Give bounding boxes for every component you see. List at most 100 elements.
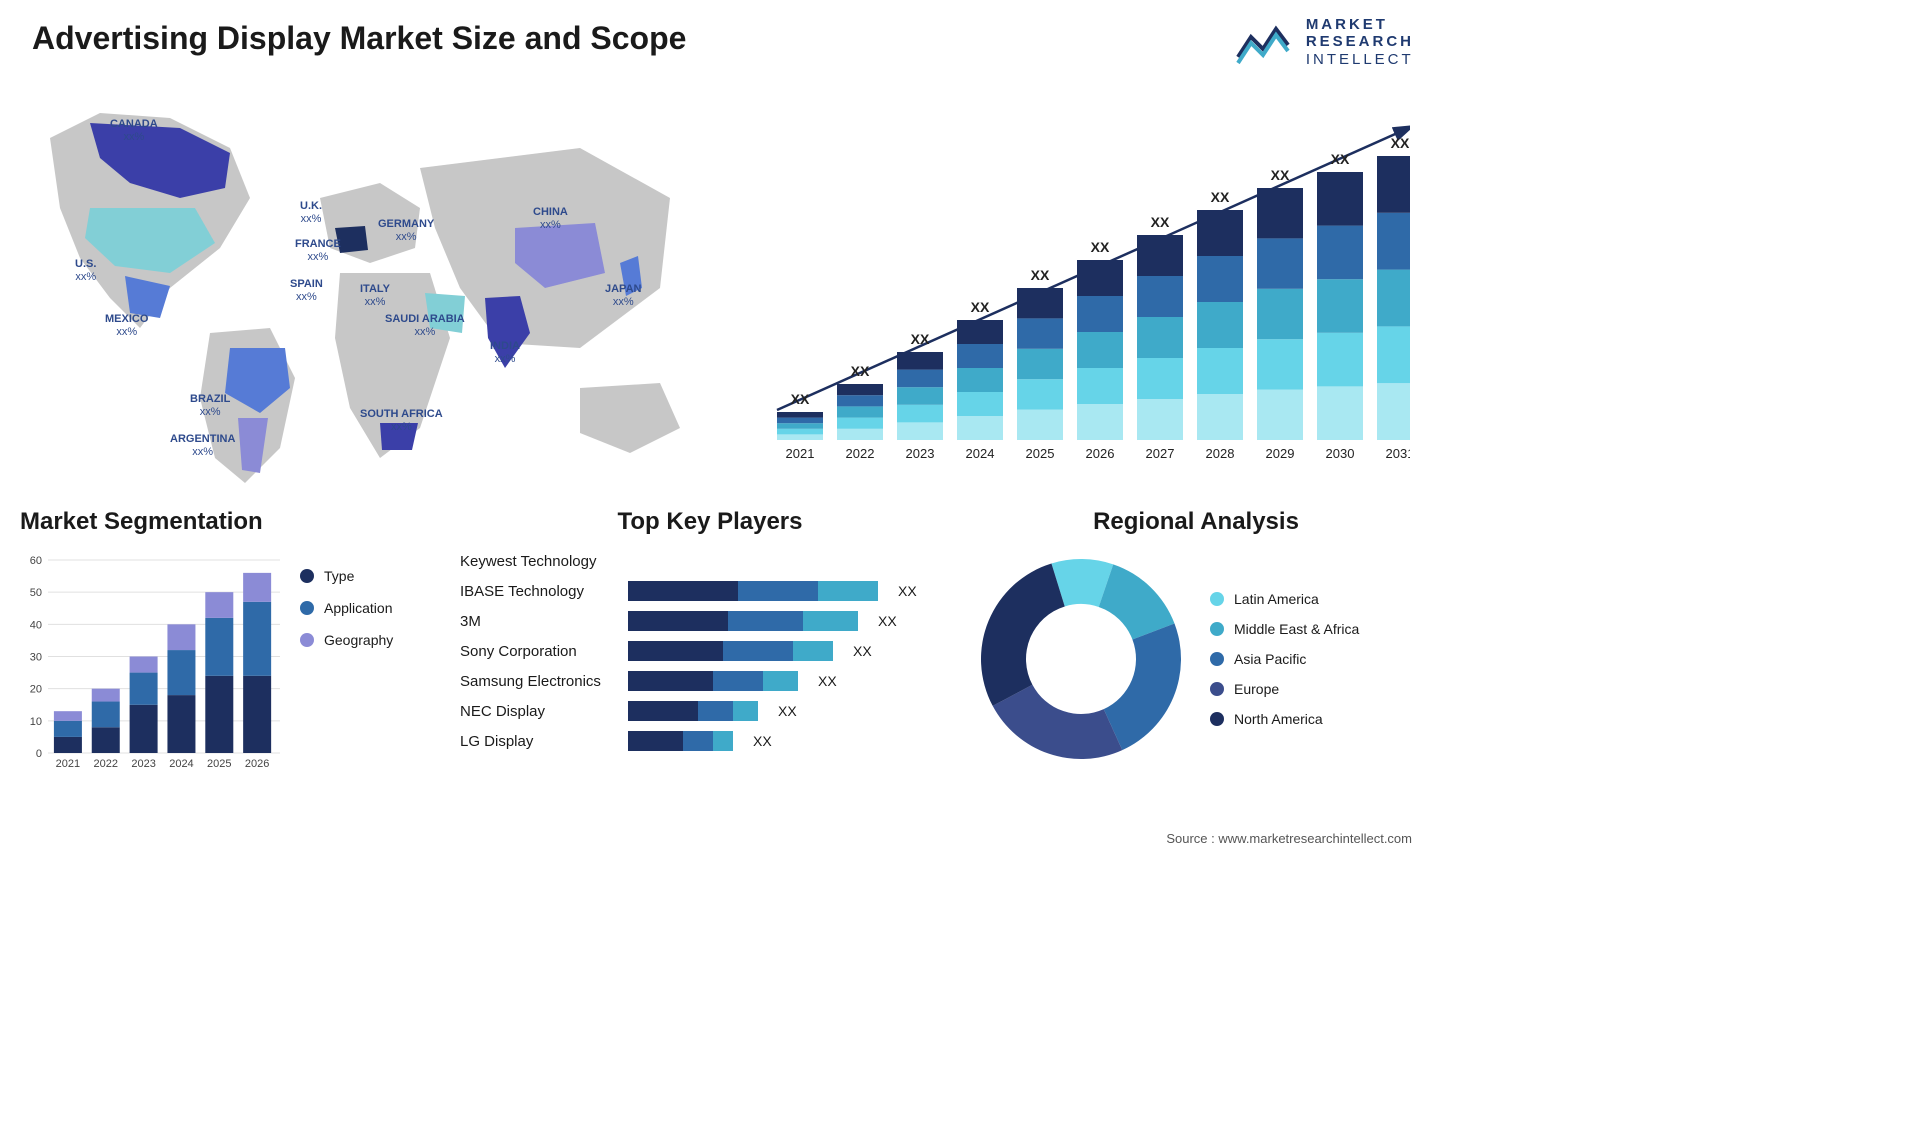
forecast-bar-segment [837,384,883,395]
key-player-row: Samsung ElectronicsXX [460,666,960,696]
forecast-bar-segment [1017,318,1063,348]
forecast-bar-segment [1137,358,1183,399]
legend-item: Geography [300,632,393,648]
key-player-bar-segment [803,611,858,631]
legend-swatch [1210,622,1224,636]
key-player-name: NEC Display [460,703,620,720]
svg-text:40: 40 [30,619,42,631]
segmentation-bar-segment [92,702,120,728]
country-label: U.S.xx% [75,258,96,283]
regional-panel: Regional Analysis Latin AmericaMiddle Ea… [976,508,1416,764]
forecast-bar-segment [1317,333,1363,387]
key-player-row: LG Display XX [460,726,960,756]
key-player-bar-segment [733,701,758,721]
forecast-bar-segment [1077,368,1123,404]
forecast-bar-segment [1137,317,1183,358]
key-player-name: IBASE Technology [460,583,620,600]
country-label: SOUTH AFRICAxx% [360,408,443,433]
forecast-bar-segment [957,368,1003,392]
svg-text:2021: 2021 [56,758,80,770]
world-map-panel: CANADAxx%U.S.xx%MEXICOxx%BRAZILxx%ARGENT… [20,88,720,498]
logo-icon [1236,17,1296,67]
forecast-bar-segment [897,370,943,388]
key-player-row: 3MXX [460,606,960,636]
key-player-bar-segment [713,731,733,751]
country-label: GERMANYxx% [378,218,434,243]
forecast-bar-segment [1377,326,1410,383]
forecast-chart: XX2021XX2022XX2023XX2024XX2025XX2026XX20… [750,110,1410,470]
svg-text:2024: 2024 [169,758,193,770]
key-player-bar-segment [713,671,763,691]
key-player-bar-segment [683,731,713,751]
legend-swatch [300,569,314,583]
forecast-bar-segment [1317,172,1363,226]
segmentation-chart: 0102030405060202120222023202420252026 [20,548,280,778]
segmentation-bar-segment [167,624,195,650]
forecast-bar-segment [1017,379,1063,409]
segmentation-bar-segment [205,676,233,753]
forecast-bar-segment [1257,390,1303,440]
svg-text:XX: XX [971,299,990,315]
country-label: INDIAxx% [490,340,520,365]
logo-line1: MARKET [1306,16,1414,33]
legend-item: Type [300,568,393,584]
svg-text:2026: 2026 [245,758,269,770]
segmentation-bar-segment [243,676,271,753]
segmentation-bar-segment [54,721,82,737]
donut-slice [981,563,1065,705]
forecast-bar-segment [1077,260,1123,296]
key-player-value: XX [778,703,797,719]
legend-label: Europe [1234,681,1279,697]
forecast-bar-segment [1197,256,1243,302]
forecast-bar-segment [837,418,883,429]
key-player-bar-segment [818,581,878,601]
key-player-value: XX [753,733,772,749]
forecast-bar-segment [897,422,943,440]
legend-item: Latin America [1210,591,1359,607]
svg-text:XX: XX [1211,189,1230,205]
forecast-bar-segment [957,320,1003,344]
svg-text:2029: 2029 [1266,446,1295,461]
svg-text:10: 10 [30,716,42,728]
forecast-bar-segment [1137,276,1183,317]
svg-text:2024: 2024 [966,446,995,461]
svg-text:0: 0 [36,748,42,760]
segmentation-title: Market Segmentation [20,508,430,536]
legend-item: Europe [1210,681,1359,697]
forecast-bar-segment [1197,302,1243,348]
forecast-bar-segment [777,423,823,429]
key-player-bar-segment [793,641,833,661]
key-player-bar-segment [763,671,798,691]
forecast-bar-segment [1377,383,1410,440]
forecast-bar-segment [957,344,1003,368]
key-player-name: LG Display [460,733,620,750]
segmentation-bar-segment [92,727,120,753]
forecast-bar-segment [1137,399,1183,440]
country-label: SPAINxx% [290,278,323,303]
forecast-bar-segment [1077,404,1123,440]
svg-text:XX: XX [1031,267,1050,283]
country-label: JAPANxx% [605,283,641,308]
key-player-name: Samsung Electronics [460,673,620,690]
forecast-bar-segment [1137,235,1183,276]
segmentation-bar-segment [54,711,82,721]
country-label: ITALYxx% [360,283,390,308]
svg-text:2028: 2028 [1206,446,1235,461]
forecast-bar-segment [777,434,823,440]
country-label: BRAZILxx% [190,393,230,418]
svg-text:XX: XX [1331,151,1350,167]
segmentation-bar-segment [130,673,158,705]
forecast-bar-segment [1257,339,1303,389]
key-player-bar-segment [628,671,713,691]
key-player-bar-segment [738,581,818,601]
forecast-bar-segment [1317,386,1363,440]
donut-slice [1104,624,1181,751]
forecast-bar-segment [837,429,883,440]
source-label: Source : www.marketresearchintellect.com [1166,831,1412,846]
segmentation-bar-segment [205,592,233,618]
legend-label: Application [324,600,393,616]
key-player-name: Sony Corporation [460,643,620,660]
legend-item: Application [300,600,393,616]
logo-line3: INTELLECT [1306,51,1414,68]
key-player-bar-segment [628,611,728,631]
